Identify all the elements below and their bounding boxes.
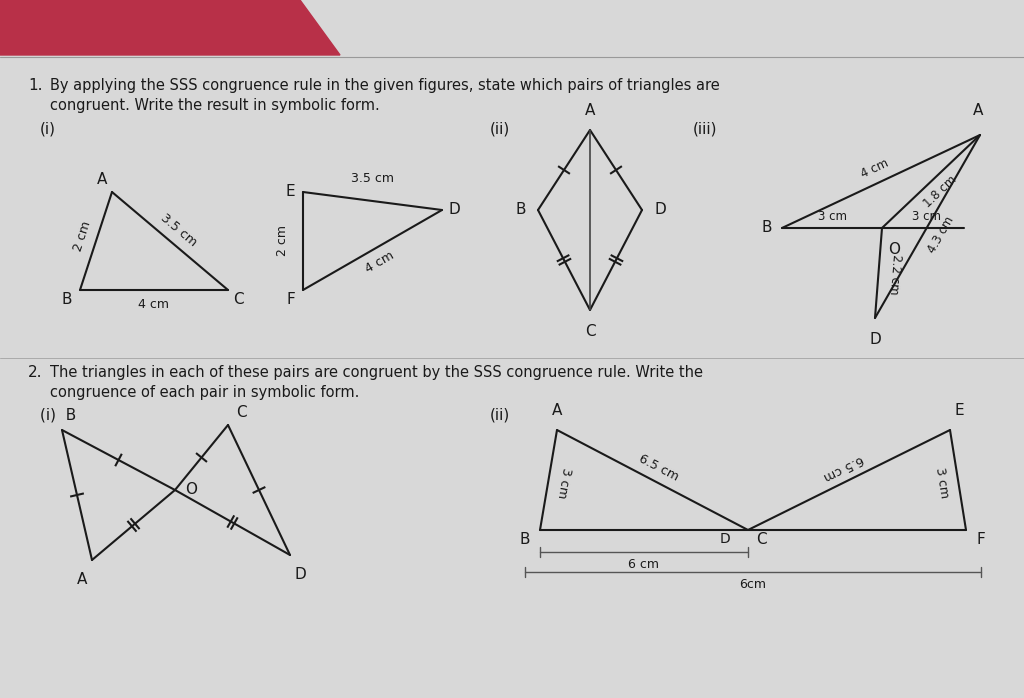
Text: F: F xyxy=(287,292,295,307)
Text: 6 cm: 6 cm xyxy=(629,558,659,572)
Text: (iii): (iii) xyxy=(693,122,718,137)
Text: 6.5 cm: 6.5 cm xyxy=(820,452,865,483)
Text: A: A xyxy=(77,572,87,587)
Text: By applying the SSS congruence rule in the given figures, state which pairs of t: By applying the SSS congruence rule in t… xyxy=(50,78,720,93)
Text: 2 cm: 2 cm xyxy=(276,225,290,256)
Text: C: C xyxy=(236,405,247,420)
Text: congruence of each pair in symbolic form.: congruence of each pair in symbolic form… xyxy=(50,385,359,400)
Text: (i)  B: (i) B xyxy=(40,408,76,423)
Text: B: B xyxy=(762,221,772,235)
Text: 2 cm: 2 cm xyxy=(72,220,93,253)
Text: 4 cm: 4 cm xyxy=(138,297,170,311)
Text: The triangles in each of these pairs are congruent by the SSS congruence rule. W: The triangles in each of these pairs are… xyxy=(50,365,703,380)
Text: (ii): (ii) xyxy=(490,122,510,137)
Text: D: D xyxy=(869,332,881,347)
Text: 4 cm: 4 cm xyxy=(362,248,396,276)
Text: 6.5 cm: 6.5 cm xyxy=(637,452,681,483)
Text: D: D xyxy=(654,202,666,218)
Text: C: C xyxy=(233,292,244,307)
Text: 1.: 1. xyxy=(28,78,43,93)
Text: 3 cm: 3 cm xyxy=(933,466,951,499)
Text: 6cm: 6cm xyxy=(739,579,767,591)
Text: D: D xyxy=(449,202,460,218)
Text: D: D xyxy=(295,567,307,582)
Text: (ii): (ii) xyxy=(490,408,510,423)
Text: E: E xyxy=(286,184,295,200)
Text: 3 cm: 3 cm xyxy=(555,466,573,499)
Text: C: C xyxy=(756,532,767,547)
Text: 1.8 cm: 1.8 cm xyxy=(922,173,959,210)
Text: Exercise  13.2: Exercise 13.2 xyxy=(78,17,243,37)
Text: C: C xyxy=(585,324,595,339)
Text: 3 cm: 3 cm xyxy=(912,209,941,223)
Text: B: B xyxy=(519,532,530,547)
Text: 3 cm: 3 cm xyxy=(817,209,847,223)
Text: B: B xyxy=(515,202,526,218)
Text: O: O xyxy=(888,242,900,257)
Text: E: E xyxy=(955,403,965,418)
Text: 3.5 cm: 3.5 cm xyxy=(351,172,394,186)
Text: A: A xyxy=(973,103,983,118)
Text: A: A xyxy=(96,172,106,187)
Text: 3.5 cm: 3.5 cm xyxy=(159,211,200,249)
Text: 4 cm: 4 cm xyxy=(859,157,891,181)
Text: O: O xyxy=(185,482,197,498)
Text: A: A xyxy=(552,403,562,418)
Text: congruent. Write the result in symbolic form.: congruent. Write the result in symbolic … xyxy=(50,98,380,113)
Polygon shape xyxy=(0,0,340,55)
Text: A: A xyxy=(585,103,595,118)
Text: (i): (i) xyxy=(40,122,56,137)
Text: 4.3 cm: 4.3 cm xyxy=(926,214,957,255)
Text: 2.2 cm: 2.2 cm xyxy=(887,253,902,295)
Text: F: F xyxy=(976,532,985,547)
Text: B: B xyxy=(61,292,72,307)
Text: D: D xyxy=(719,532,730,546)
Text: 2.: 2. xyxy=(28,365,43,380)
